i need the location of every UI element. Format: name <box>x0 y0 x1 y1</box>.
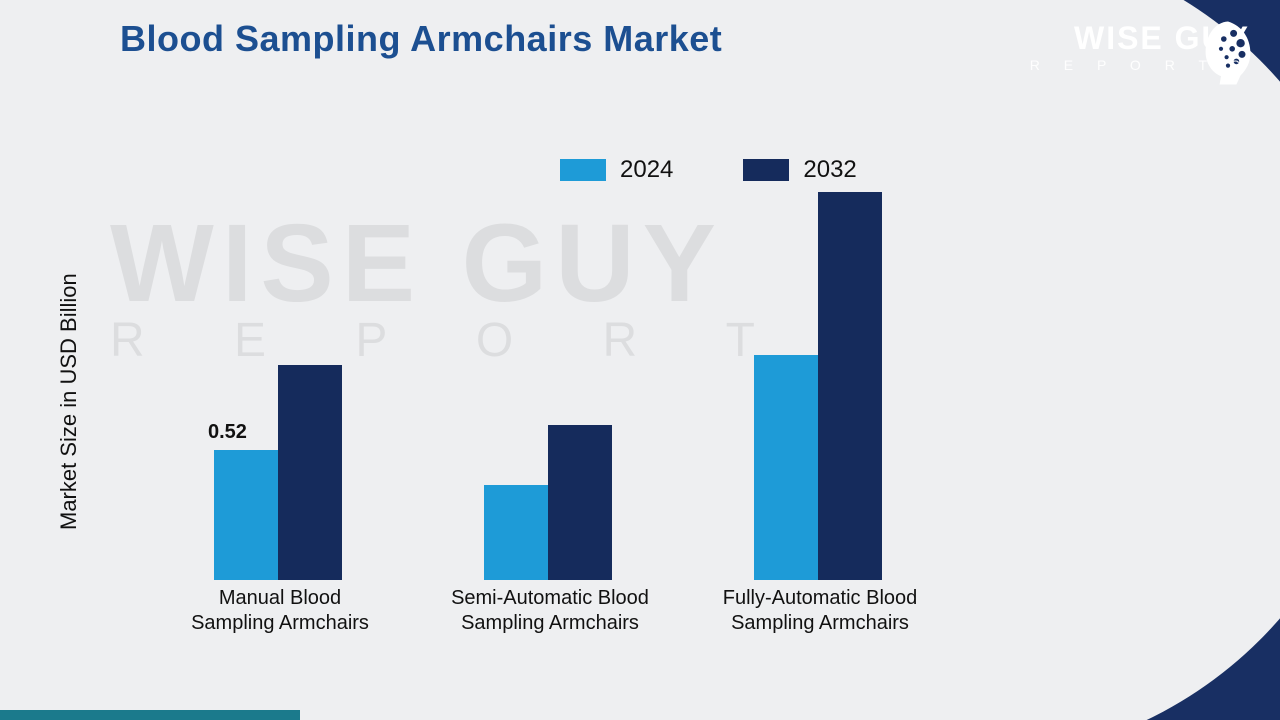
category-label-2: Fully-Automatic Blood Sampling Armchairs <box>720 586 920 636</box>
chart-title: Blood Sampling Armchairs Market <box>120 18 722 60</box>
bar-2-2024 <box>754 355 818 580</box>
bar-2-2032 <box>818 192 882 580</box>
report-graphic: Blood Sampling Armchairs Market WISE GUY… <box>0 0 1280 720</box>
bar-value-0-2024: 0.52 <box>208 421 247 444</box>
brand-head-icon <box>1186 18 1256 88</box>
category-label-0: Manual Blood Sampling Armchairs <box>180 586 380 636</box>
bar-0-2024 <box>214 450 278 580</box>
brand-line2: R E P O R T S <box>1030 58 1250 72</box>
bar-0-2032 <box>278 365 342 580</box>
brand-logo: WISE GUY R E P O R T S <box>1030 22 1250 72</box>
category-label-1: Semi-Automatic Blood Sampling Armchairs <box>450 586 650 636</box>
legend-swatch-2024 <box>560 159 606 181</box>
bar-1-2032 <box>548 425 612 580</box>
bar-chart: 0.52 <box>140 180 920 580</box>
legend-swatch-2032 <box>743 159 789 181</box>
y-axis-label: Market Size in USD Billion <box>56 273 82 530</box>
bottom-stripe <box>0 710 300 720</box>
bar-1-2024 <box>484 485 548 580</box>
